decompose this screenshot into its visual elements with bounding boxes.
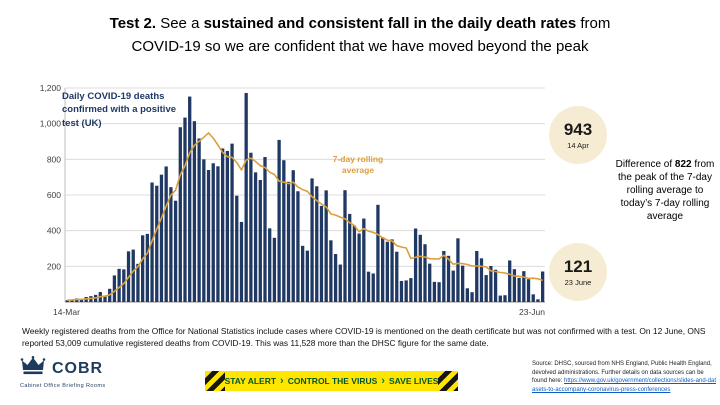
deaths-chart-svg: 200 400 600 800 1,000 1,200 14-Mar 23-Jun bbox=[40, 83, 546, 317]
peak-badge: 943 14 Apr bbox=[549, 106, 607, 164]
svg-text:14-Mar: 14-Mar bbox=[53, 307, 80, 317]
slide-title: Test 2. See a sustained and consistent f… bbox=[109, 15, 611, 55]
cobr-logo: COBR Cabinet Office Briefing Rooms bbox=[20, 356, 140, 389]
svg-text:23-Jun: 23-Jun bbox=[519, 307, 545, 317]
svg-text:600: 600 bbox=[47, 190, 61, 200]
cobr-wordmark: COBR bbox=[52, 359, 104, 377]
cobr-caption: Cabinet Office Briefing Rooms bbox=[20, 383, 106, 389]
svg-text:1,200: 1,200 bbox=[40, 83, 62, 93]
latest-date: 23 June bbox=[564, 277, 592, 287]
deaths-chart: 200 400 600 800 1,000 1,200 14-Mar 23-Jun Daily… bbox=[25, 80, 550, 320]
stay-alert-banner: STAY ALERT › CONTROL THE VIRUS › SAVE LIVES bbox=[205, 371, 458, 391]
footnote: Weekly registered deaths from the Office… bbox=[22, 326, 706, 348]
source-text: Source: DHSC, sourced from NHS England, … bbox=[532, 360, 716, 395]
latest-badge: 121 23 June bbox=[549, 243, 607, 301]
peak-date: 14 Apr bbox=[567, 140, 589, 150]
svg-text:1,000: 1,000 bbox=[40, 119, 62, 129]
svg-text:800: 800 bbox=[47, 154, 61, 164]
svg-text:200: 200 bbox=[47, 261, 61, 271]
source-link[interactable]: https://www.gov.uk/government/collection… bbox=[532, 378, 716, 394]
crown-icon bbox=[20, 356, 46, 381]
source-label: Source: DHSC, sourced from NHS England, … bbox=[532, 361, 712, 385]
svg-text:400: 400 bbox=[47, 226, 61, 236]
peak-value: 943 bbox=[563, 119, 593, 139]
latest-value: 121 bbox=[563, 256, 593, 276]
chart-title-label: Daily COVID-19 deaths confirmed with a p… bbox=[62, 91, 177, 129]
rolling-average-label: 7-day rolling average bbox=[332, 154, 384, 176]
difference-text: Difference of 822 from the peak of the 7… bbox=[612, 158, 718, 223]
difference-value: 822 bbox=[674, 159, 692, 170]
banner-text: STAY ALERT › CONTROL THE VIRUS › SAVE LIVES bbox=[224, 371, 439, 391]
hazard-stripe-right-icon bbox=[438, 371, 458, 391]
hazard-stripe-left-icon bbox=[205, 371, 225, 391]
difference-suffix: from the peak of the 7-day rolling avera… bbox=[618, 159, 715, 222]
difference-prefix: Difference of bbox=[615, 159, 675, 170]
